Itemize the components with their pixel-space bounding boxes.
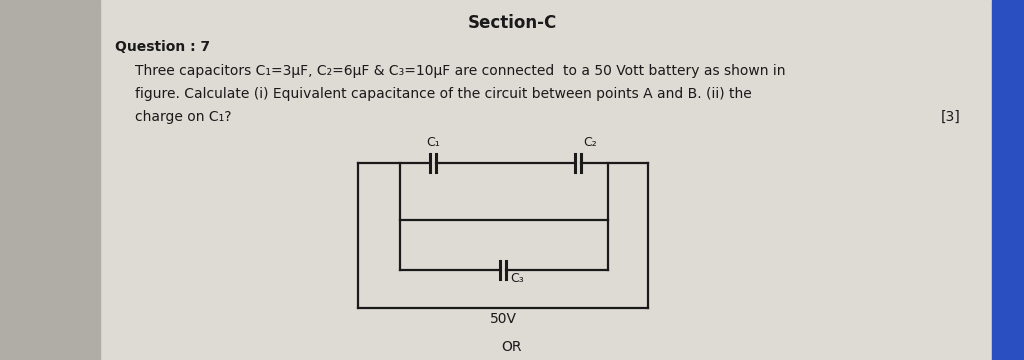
Text: Section-C: Section-C xyxy=(467,14,557,32)
Text: Question : 7: Question : 7 xyxy=(115,40,210,54)
Text: C₃: C₃ xyxy=(510,272,523,285)
Text: Three capacitors C₁=3μF, C₂=6μF & C₃=10μF are connected  to a 50 Vott battery as: Three capacitors C₁=3μF, C₂=6μF & C₃=10μ… xyxy=(135,64,785,78)
Text: C₂: C₂ xyxy=(583,136,597,149)
Text: C₁: C₁ xyxy=(426,136,440,149)
Text: figure. Calculate (i) Equivalent capacitance of the circuit between points A and: figure. Calculate (i) Equivalent capacit… xyxy=(135,87,752,101)
Bar xyxy=(0,0,100,360)
Text: charge on C₁?: charge on C₁? xyxy=(135,110,231,124)
Text: 50V: 50V xyxy=(489,312,516,326)
Text: OR: OR xyxy=(502,340,522,354)
Text: [3]: [3] xyxy=(940,110,961,124)
Bar xyxy=(992,0,1024,360)
